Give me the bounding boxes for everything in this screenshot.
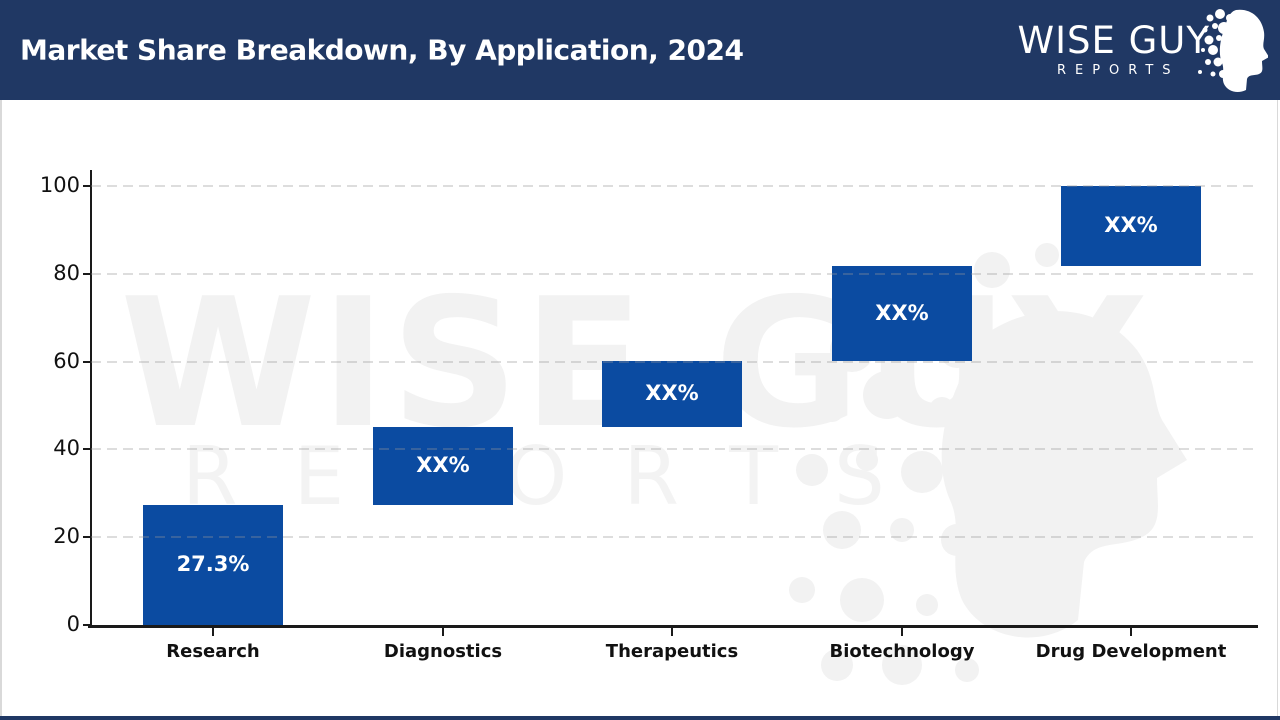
bar-value-label-therapeutics: XX% xyxy=(645,380,699,405)
y-tick-20 xyxy=(83,536,91,539)
y-tick-label-100: 100 xyxy=(39,173,80,197)
gridline-80 xyxy=(91,272,1258,275)
x-tick-drug-development xyxy=(1130,628,1132,636)
bar-value-label-biotechnology: XX% xyxy=(875,300,929,325)
category-label-biotechnology: Biotechnology xyxy=(829,641,975,662)
y-tick-80 xyxy=(83,272,91,275)
bar-value-label-research: 27.3% xyxy=(176,552,250,577)
x-axis-line xyxy=(88,625,1258,628)
x-tick-biotechnology xyxy=(901,628,903,636)
logo-subtitle: REPORTS xyxy=(1056,63,1180,78)
y-tick-0 xyxy=(83,624,91,626)
y-axis-line xyxy=(90,170,92,627)
gridline-60 xyxy=(91,360,1258,363)
gridline-100 xyxy=(91,185,1258,187)
y-tick-60 xyxy=(83,360,91,363)
bar-value-label-drug-development: XX% xyxy=(1104,212,1158,237)
header: Market Share Breakdown, By Application, … xyxy=(0,0,1280,100)
y-tick-label-40: 40 xyxy=(53,436,80,461)
bar-biotechnology: XX% xyxy=(832,265,972,362)
y-tick-label-20: 20 xyxy=(53,524,80,549)
gridline-40 xyxy=(91,448,1258,451)
category-label-drug-development: Drug Development xyxy=(1035,641,1227,662)
gridline-20 xyxy=(91,536,1258,539)
category-label-diagnostics: Diagnostics xyxy=(383,641,503,662)
x-tick-diagnostics xyxy=(442,628,444,636)
plot: 0 20 40 60 80 100 27.3% Research XX% Diagnostics X… xyxy=(2,100,1277,717)
category-label-research: Research xyxy=(166,641,260,662)
bar-drug-development: XX% xyxy=(1061,186,1201,266)
logo-text: WISE GUY REPORTS xyxy=(1018,22,1210,78)
footer-bar xyxy=(0,716,1280,720)
bar-research: 27.3% xyxy=(143,505,283,625)
wise-guy-logo: WISE GUY REPORTS xyxy=(1018,6,1268,94)
y-tick-40 xyxy=(83,448,91,451)
bar-diagnostics: XX% xyxy=(373,426,513,506)
chart-area: WISE GUY REPORTS 0 20 40 60 80 100 27.3% Resear… xyxy=(0,100,1278,717)
y-tick-label-60: 60 xyxy=(53,348,80,373)
bar-therapeutics: XX% xyxy=(602,361,742,427)
category-label-therapeutics: Therapeutics xyxy=(605,641,739,662)
x-tick-research xyxy=(212,628,214,636)
y-tick-label-80: 80 xyxy=(53,260,80,285)
page-title: Market Share Breakdown, By Application, … xyxy=(20,33,744,67)
bar-value-label-diagnostics: XX% xyxy=(416,452,470,477)
logo-head-icon xyxy=(1198,9,1268,92)
y-tick-label-0: 0 xyxy=(66,612,80,636)
y-tick-100 xyxy=(83,185,91,187)
logo-title: WISE GUY xyxy=(1017,19,1210,62)
x-tick-therapeutics xyxy=(671,628,673,636)
